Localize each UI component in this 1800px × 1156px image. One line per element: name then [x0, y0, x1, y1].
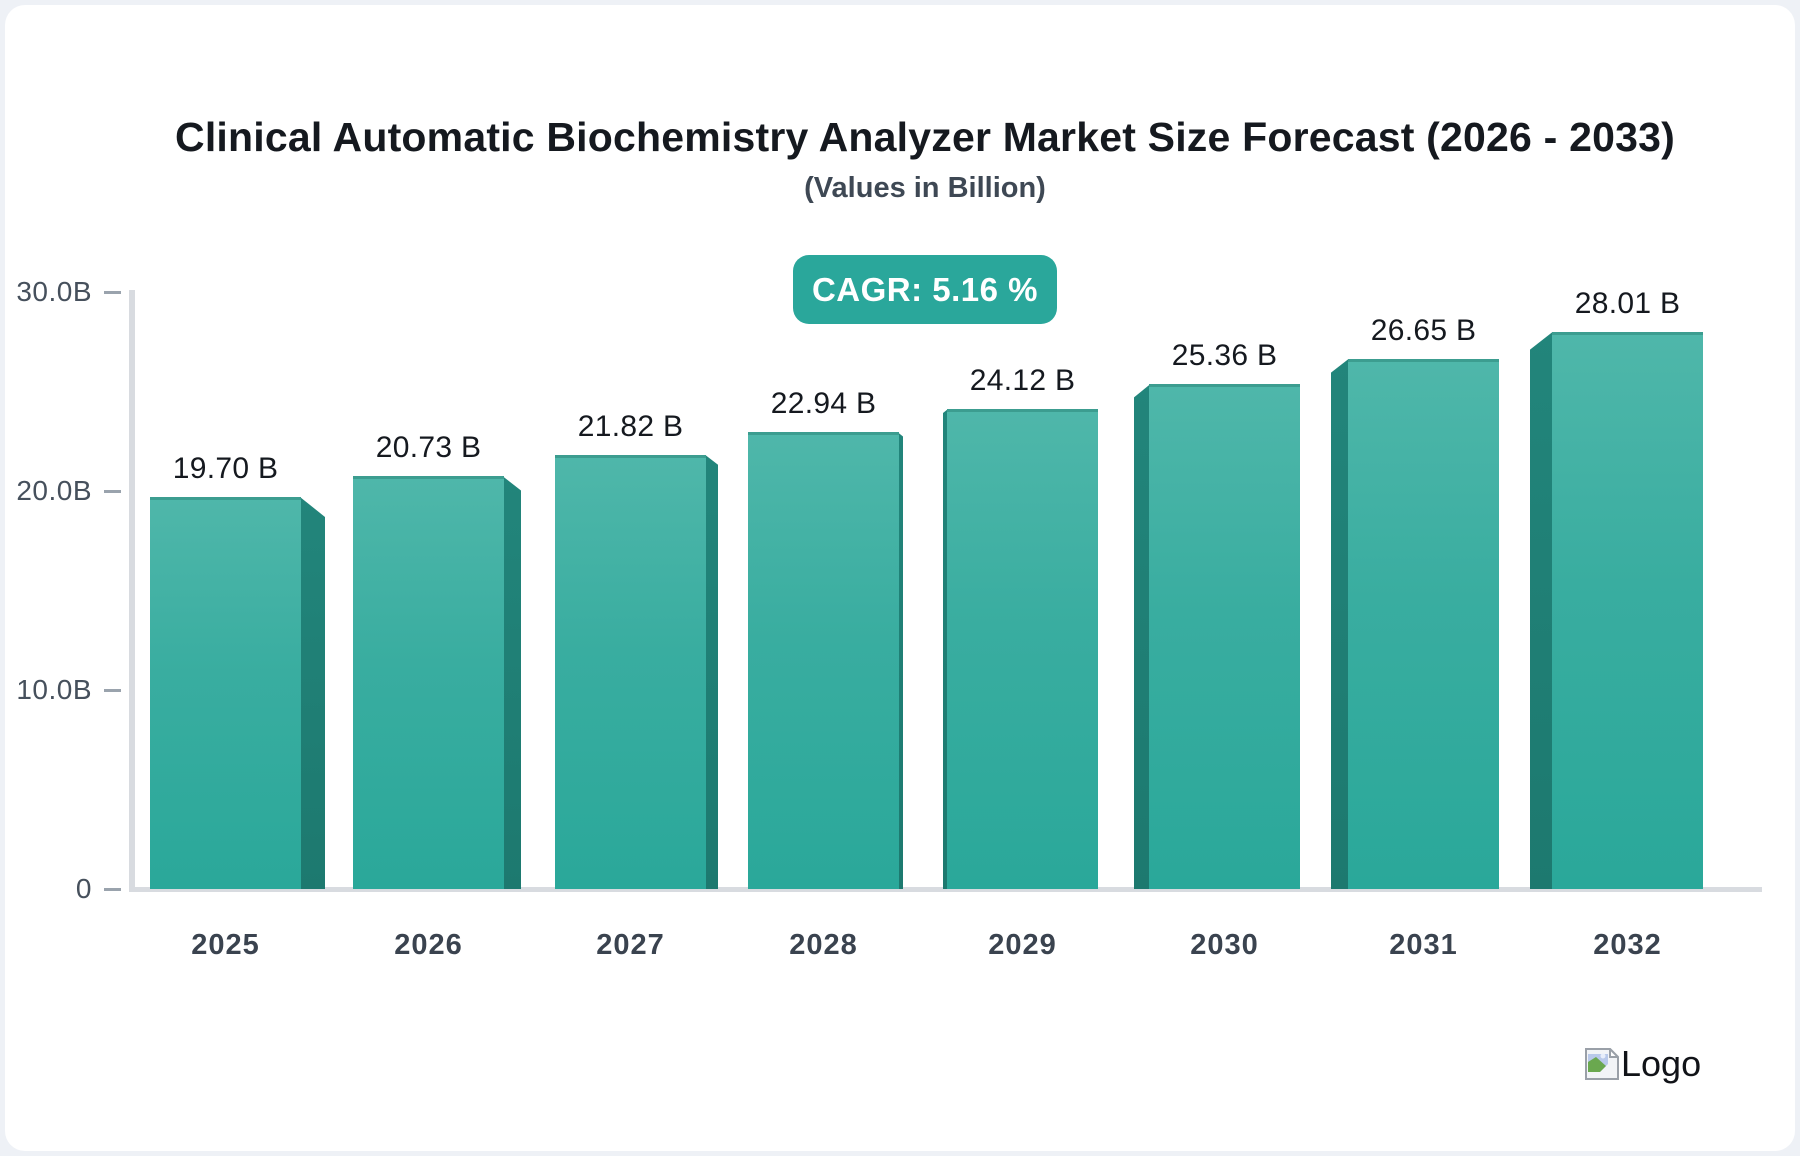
logo-alt-text: Logo	[1621, 1043, 1702, 1084]
bar-face	[150, 496, 301, 889]
logo: Logo	[1585, 1038, 1701, 1082]
x-axis-label: 2032	[1593, 929, 1662, 961]
x-axis-label: 2026	[394, 929, 463, 961]
chart-title: Clinical Automatic Biochemistry Analyzer…	[175, 114, 1675, 160]
y-tick-mark	[104, 290, 121, 294]
y-tick-mark	[104, 887, 121, 891]
bar-face	[947, 409, 1098, 889]
x-axis-label: 2027	[596, 929, 665, 961]
x-axis-label: 2025	[191, 929, 260, 961]
bar-value-label: 20.73 B	[375, 431, 482, 465]
y-tick-mark	[104, 688, 121, 692]
bar-side-face	[705, 454, 718, 889]
bar-value-label: 19.70 B	[172, 451, 279, 485]
x-axis-baseline	[129, 887, 1762, 892]
x-axis-label: 2029	[988, 929, 1057, 961]
bar-side-face	[1134, 384, 1150, 889]
bar-side-face	[898, 432, 903, 889]
x-axis-label: 2031	[1389, 929, 1458, 961]
bar-value-label: 25.36 B	[1171, 339, 1278, 373]
broken-image-icon	[1585, 1048, 1619, 1080]
bar-face	[748, 432, 899, 889]
bar-face	[1552, 331, 1703, 889]
y-tick-label: 20.0B	[16, 475, 92, 506]
bar-side-face	[1331, 358, 1349, 889]
bar-value-label: 24.12 B	[969, 364, 1076, 397]
bar-side-face	[300, 496, 325, 889]
x-axis-label: 2030	[1190, 929, 1259, 961]
y-axis-line	[129, 290, 135, 890]
cagr-badge-label: CAGR: 5.16 %	[811, 270, 1039, 308]
x-axis-label: 2028	[789, 929, 858, 961]
bar-face	[1348, 358, 1499, 889]
bar-value-label: 22.94 B	[770, 387, 877, 421]
bar-value-label: 21.82 B	[577, 409, 684, 443]
chart-subtitle: (Values in Billion)	[804, 172, 1046, 204]
y-tick-mark	[104, 489, 121, 493]
bar-face	[1149, 384, 1300, 889]
bar-side-face	[503, 476, 521, 889]
bar-side-face	[1530, 331, 1553, 889]
bar-face	[353, 476, 504, 889]
y-tick-label: 10.0B	[16, 674, 92, 705]
y-tick-label: 0	[75, 873, 92, 904]
bar-value-label: 28.01 B	[1574, 286, 1681, 320]
bar-face	[555, 454, 706, 889]
y-tick-label: 30.0B	[16, 276, 92, 307]
bar-side-face	[943, 409, 948, 889]
bar-value-label: 26.65 B	[1370, 313, 1477, 347]
cagr-badge: CAGR: 5.16 %	[793, 255, 1057, 324]
